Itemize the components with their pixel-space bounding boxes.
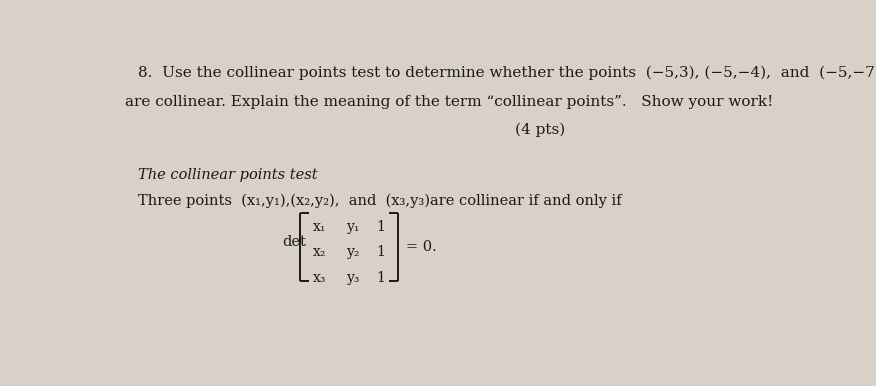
Text: x₁: x₁	[314, 220, 327, 234]
Text: x₂: x₂	[314, 245, 327, 259]
Text: = 0.: = 0.	[406, 240, 437, 254]
Text: y₁: y₁	[347, 220, 361, 234]
Text: 8.  Use the collinear points test to determine whether the points  (−5,3), (−5,−: 8. Use the collinear points test to dete…	[138, 66, 876, 80]
Text: det: det	[283, 235, 307, 249]
Text: y₂: y₂	[347, 245, 361, 259]
Text: y₃: y₃	[347, 271, 361, 285]
Text: 1: 1	[377, 271, 385, 285]
Text: The collinear points test: The collinear points test	[138, 168, 318, 182]
Text: x₃: x₃	[314, 271, 327, 285]
Text: Three points  (x₁,y₁),(x₂,y₂),  and  (x₃,y₃)are collinear if and only if: Three points (x₁,y₁),(x₂,y₂), and (x₃,y₃…	[138, 193, 622, 208]
Text: 1: 1	[377, 245, 385, 259]
Text: 1: 1	[377, 220, 385, 234]
Text: are collinear. Explain the meaning of the term “collinear points”.   Show your w: are collinear. Explain the meaning of th…	[124, 95, 774, 109]
Text: (4 pts): (4 pts)	[515, 122, 566, 137]
